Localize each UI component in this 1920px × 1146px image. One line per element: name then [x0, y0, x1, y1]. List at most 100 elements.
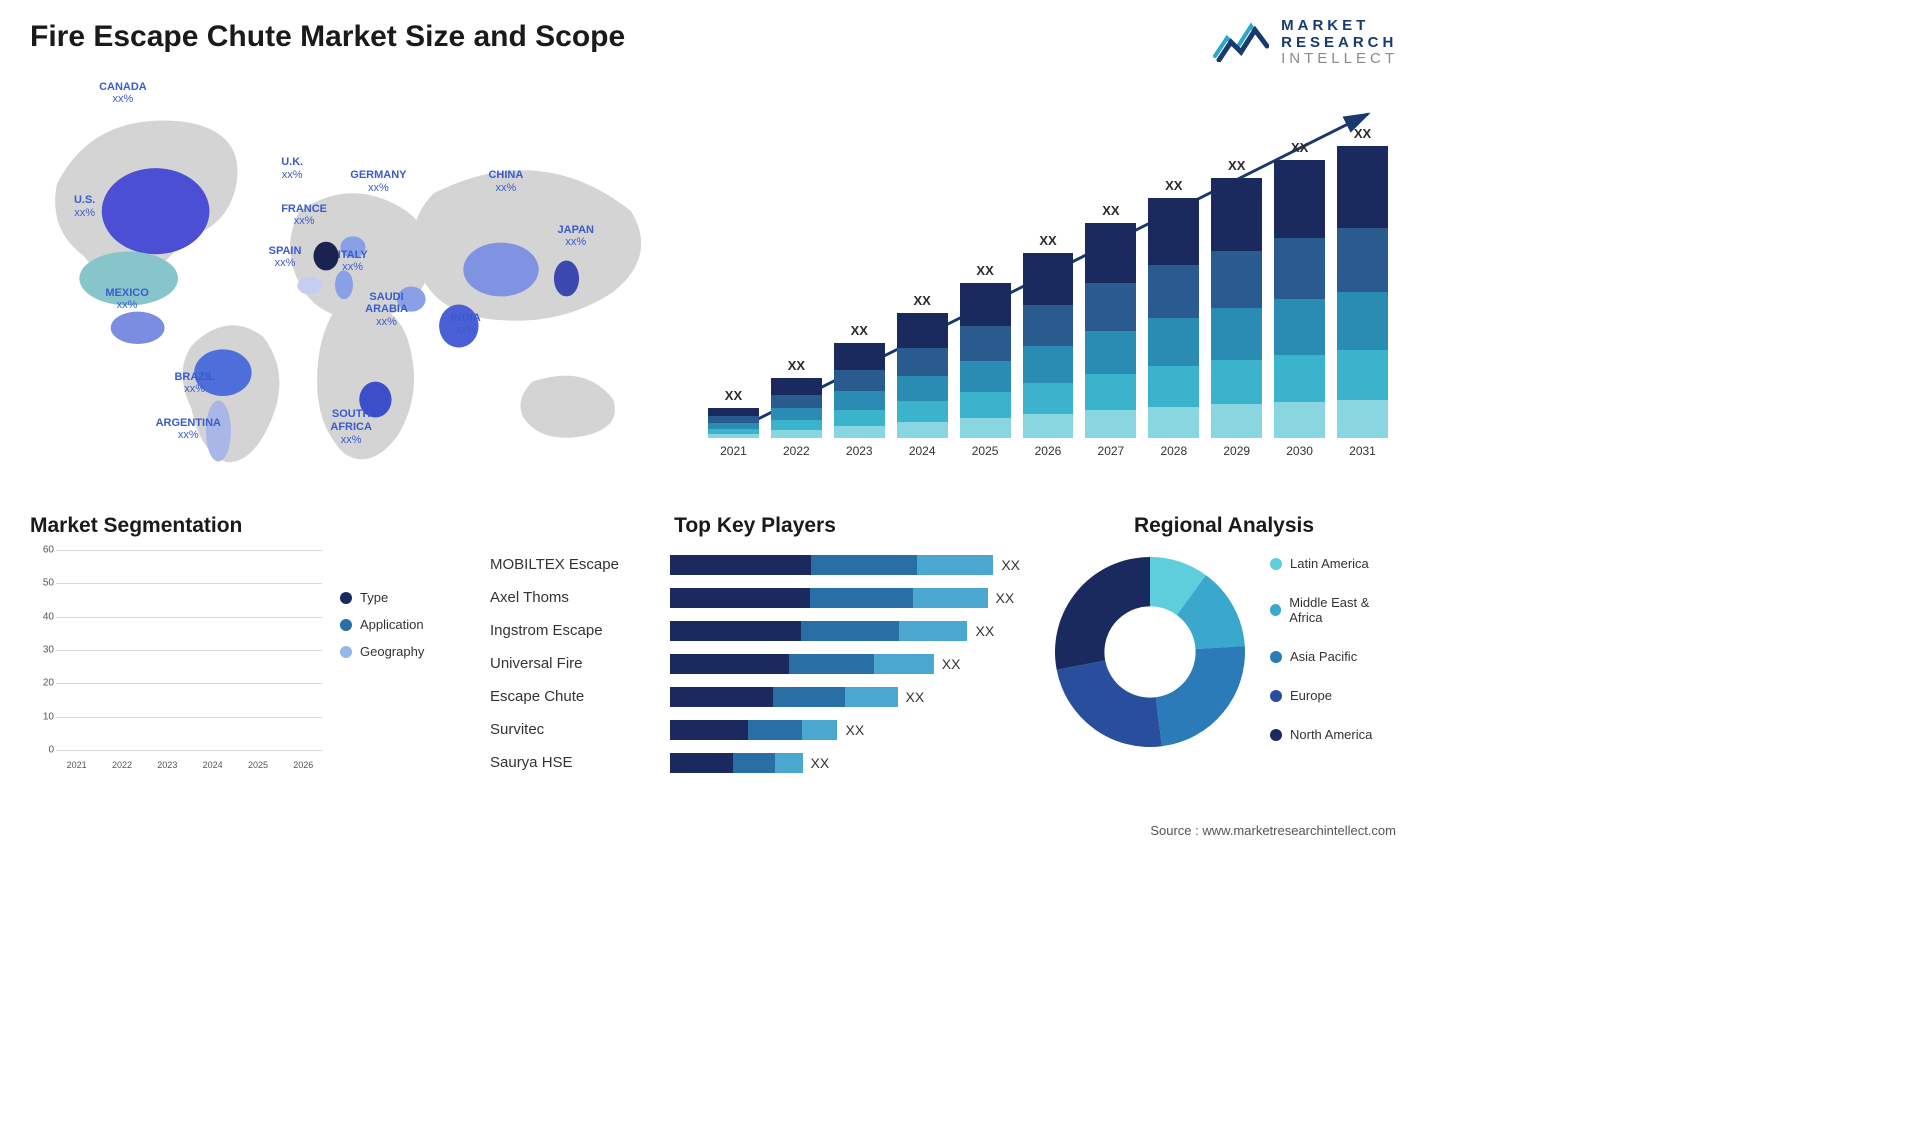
player-bar-segment — [789, 654, 874, 674]
legend-swatch-icon — [340, 619, 352, 631]
growth-bar-segment — [708, 434, 759, 438]
legend-label: North America — [1290, 727, 1372, 742]
donut-slice — [1156, 646, 1245, 746]
source-attribution: Source : www.marketresearchintellect.com — [1150, 823, 1396, 838]
map-label: FRANCExx% — [281, 203, 327, 228]
growth-bar-segment — [834, 343, 885, 370]
segmentation-panel: Market Segmentation 0102030405060 202120… — [30, 514, 460, 814]
player-bar-segment — [670, 588, 810, 608]
growth-bar: XX2023 — [834, 343, 885, 458]
growth-bar-segment — [1023, 383, 1074, 414]
growth-bar-value: XX — [1228, 158, 1245, 173]
player-row: Ingstrom Escape XX — [490, 618, 1020, 643]
player-value: XX — [996, 590, 1015, 606]
growth-bar: XX2026 — [1023, 253, 1074, 458]
growth-bar-segment — [1085, 410, 1136, 438]
growth-bar-segment — [1148, 366, 1199, 407]
map-label: ARGENTINAxx% — [156, 417, 221, 442]
segmentation-chart: 0102030405060 202120222023202420252026 — [30, 550, 322, 770]
growth-bar-segment — [1085, 283, 1136, 330]
growth-year-label: 2031 — [1349, 444, 1376, 458]
growth-bar: XX2022 — [771, 378, 822, 458]
seg-year-label: 2023 — [149, 760, 186, 770]
growth-bar-segment — [834, 426, 885, 438]
growth-bar-segment — [897, 422, 948, 438]
growth-bar-segment — [771, 378, 822, 395]
player-row: Universal Fire XX — [490, 651, 1020, 676]
legend-swatch-icon — [340, 646, 352, 658]
growth-bar-segment — [771, 430, 822, 438]
player-row: Escape Chute XX — [490, 684, 1020, 709]
player-name: Axel Thoms — [490, 589, 660, 606]
player-bar-segment — [810, 588, 913, 608]
growth-year-label: 2030 — [1286, 444, 1313, 458]
growth-bar-segment — [1148, 265, 1199, 318]
growth-bar-value: XX — [976, 263, 993, 278]
growth-year-label: 2026 — [1035, 444, 1062, 458]
regional-title: Regional Analysis — [1050, 514, 1398, 538]
player-bar-segment — [917, 555, 993, 575]
legend-item: Middle East & Africa — [1270, 595, 1398, 625]
growth-bar: XX2024 — [897, 313, 948, 458]
map-label: CHINAxx% — [488, 169, 523, 194]
seg-year-label: 2021 — [58, 760, 95, 770]
logo-line2: RESEARCH — [1281, 35, 1398, 52]
legend-label: Asia Pacific — [1290, 649, 1357, 664]
donut-slice — [1055, 557, 1150, 670]
growth-bar-segment — [1085, 374, 1136, 411]
player-bar-segment — [845, 687, 898, 707]
seg-year-label: 2024 — [194, 760, 231, 770]
legend-swatch-icon — [1270, 558, 1282, 570]
player-name: MOBILTEX Escape — [490, 556, 660, 573]
player-value: XX — [976, 623, 995, 639]
growth-bar-segment — [1274, 238, 1325, 299]
growth-bar-segment — [960, 392, 1011, 418]
growth-bar-segment — [960, 361, 1011, 392]
regional-legend: Latin AmericaMiddle East & AfricaAsia Pa… — [1270, 550, 1398, 754]
player-name: Ingstrom Escape — [490, 622, 660, 639]
player-bar-segment — [670, 720, 748, 740]
growth-bar-segment — [1211, 360, 1262, 404]
growth-bar-segment — [1023, 253, 1074, 305]
growth-bar-segment — [1274, 299, 1325, 355]
map-label: SOUTH AFRICAxx% — [325, 408, 377, 446]
growth-bar-value: XX — [725, 388, 742, 403]
map-label: U.S.xx% — [74, 194, 95, 219]
player-value: XX — [942, 656, 961, 672]
growth-bar-segment — [1023, 414, 1074, 438]
seg-ytick: 0 — [48, 745, 54, 756]
player-row: MOBILTEX EscapeXX — [490, 552, 1020, 577]
player-bar-segment — [748, 720, 803, 740]
growth-bar-segment — [960, 326, 1011, 360]
legend-swatch-icon — [1270, 651, 1282, 663]
map-label: GERMANYxx% — [350, 169, 406, 194]
growth-bar-value: XX — [1291, 140, 1308, 155]
legend-item: Geography — [340, 644, 460, 659]
legend-swatch-icon — [1270, 729, 1282, 741]
growth-bar-segment — [834, 410, 885, 426]
player-name: Universal Fire — [490, 655, 660, 672]
seg-ytick: 20 — [43, 678, 54, 689]
donut-slice — [1057, 661, 1162, 747]
legend-item: North America — [1270, 727, 1398, 742]
player-bar-segment — [802, 720, 837, 740]
growth-bar-value: XX — [788, 358, 805, 373]
growth-bar-segment — [1023, 346, 1074, 383]
player-name: Escape Chute — [490, 688, 660, 705]
map-country-highlight — [297, 277, 322, 295]
seg-year-label: 2025 — [239, 760, 276, 770]
growth-bar-segment — [897, 313, 948, 348]
growth-bar: XX2021 — [708, 408, 759, 458]
player-bar-segment — [811, 555, 917, 575]
map-country-highlight — [111, 312, 165, 344]
growth-bar-segment — [708, 408, 759, 416]
player-value: XX — [906, 689, 925, 705]
growth-bar-segment — [1211, 308, 1262, 360]
player-value: XX — [846, 722, 865, 738]
map-label: SPAINxx% — [269, 245, 302, 270]
player-row: Axel Thoms XX — [490, 585, 1020, 610]
growth-bar-segment — [1211, 178, 1262, 251]
map-label: CANADAxx% — [99, 81, 147, 106]
growth-bar-segment — [771, 420, 822, 430]
segmentation-title: Market Segmentation — [30, 514, 460, 538]
